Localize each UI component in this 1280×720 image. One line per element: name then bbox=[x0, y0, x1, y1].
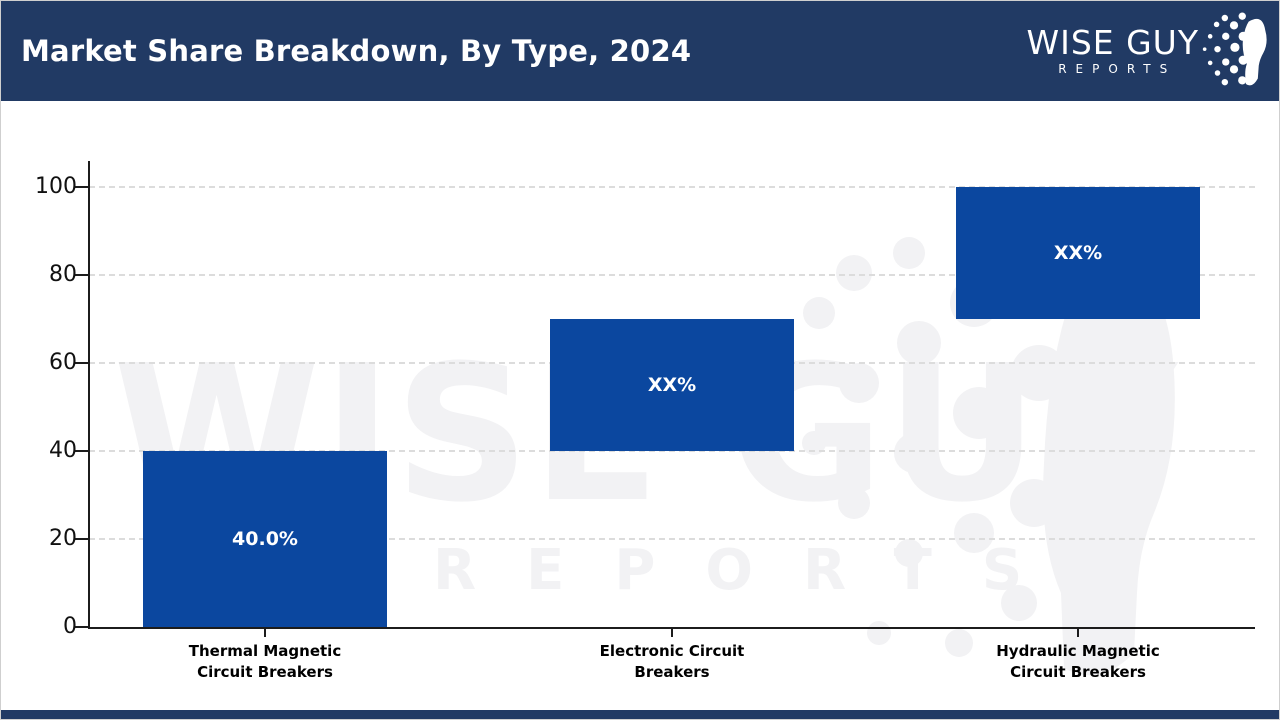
y-tick-80 bbox=[75, 274, 88, 276]
y-tick-label-40: 40 bbox=[49, 438, 77, 463]
y-tick-label-100: 100 bbox=[35, 174, 77, 199]
y-tick-60 bbox=[75, 362, 88, 364]
logo-text: WISE GUY REPORTS bbox=[1026, 22, 1199, 77]
header: Market Share Breakdown, By Type, 2024 WI… bbox=[1, 1, 1279, 101]
y-tick-20 bbox=[75, 538, 88, 540]
logo-face-icon bbox=[1202, 12, 1267, 86]
x-tick-3 bbox=[1077, 629, 1079, 637]
gridline-20 bbox=[89, 538, 1255, 540]
x-tick-2 bbox=[671, 629, 673, 637]
gridline-40 bbox=[89, 450, 1255, 452]
x-axis-label-3: Hydraulic Magnetic Circuit Breakers bbox=[996, 642, 1160, 681]
logo-subtitle: REPORTS bbox=[1058, 62, 1177, 77]
gridline-80 bbox=[89, 274, 1255, 276]
plot-area: 0 20 40 60 80 100 40.0% XX% XX% Thermal Magnetic C… bbox=[1, 101, 1279, 711]
x-tick-1 bbox=[264, 629, 266, 637]
y-tick-label-80: 80 bbox=[49, 262, 77, 287]
y-tick-0 bbox=[75, 626, 88, 628]
bar-value-label-3: XX% bbox=[1053, 242, 1103, 264]
bar-chart: WISE GUY REPORTS 0 20 40 60 80 100 40.0% XX% XX%… bbox=[1, 101, 1279, 711]
x-axis-line bbox=[88, 627, 1255, 629]
page-title: Market Share Breakdown, By Type, 2024 bbox=[21, 34, 692, 68]
footer-bar bbox=[1, 710, 1279, 719]
bar-segment-2: XX% bbox=[550, 319, 794, 451]
gridline-100 bbox=[89, 186, 1255, 188]
bar-value-label-1: 40.0% bbox=[232, 528, 298, 550]
y-axis-line bbox=[88, 160, 90, 629]
brand-logo: WISE GUY REPORTS bbox=[1026, 11, 1267, 91]
y-tick-label-60: 60 bbox=[49, 350, 77, 375]
y-tick-label-20: 20 bbox=[49, 526, 77, 551]
bar-value-label-2: XX% bbox=[647, 374, 697, 396]
y-tick-100 bbox=[75, 186, 88, 188]
x-axis-label-1: Thermal Magnetic Circuit Breakers bbox=[188, 642, 342, 681]
bar-segment-3: XX% bbox=[956, 187, 1200, 319]
bar-segment-1: 40.0% bbox=[143, 451, 387, 627]
y-tick-40 bbox=[75, 450, 88, 452]
logo-wordmark: WISE GUY bbox=[1026, 22, 1199, 62]
y-tick-label-0: 0 bbox=[63, 614, 77, 639]
watermark-subtitle: REPORTS bbox=[433, 538, 1073, 603]
x-axis-label-2: Electronic Circuit Breakers bbox=[599, 642, 745, 681]
